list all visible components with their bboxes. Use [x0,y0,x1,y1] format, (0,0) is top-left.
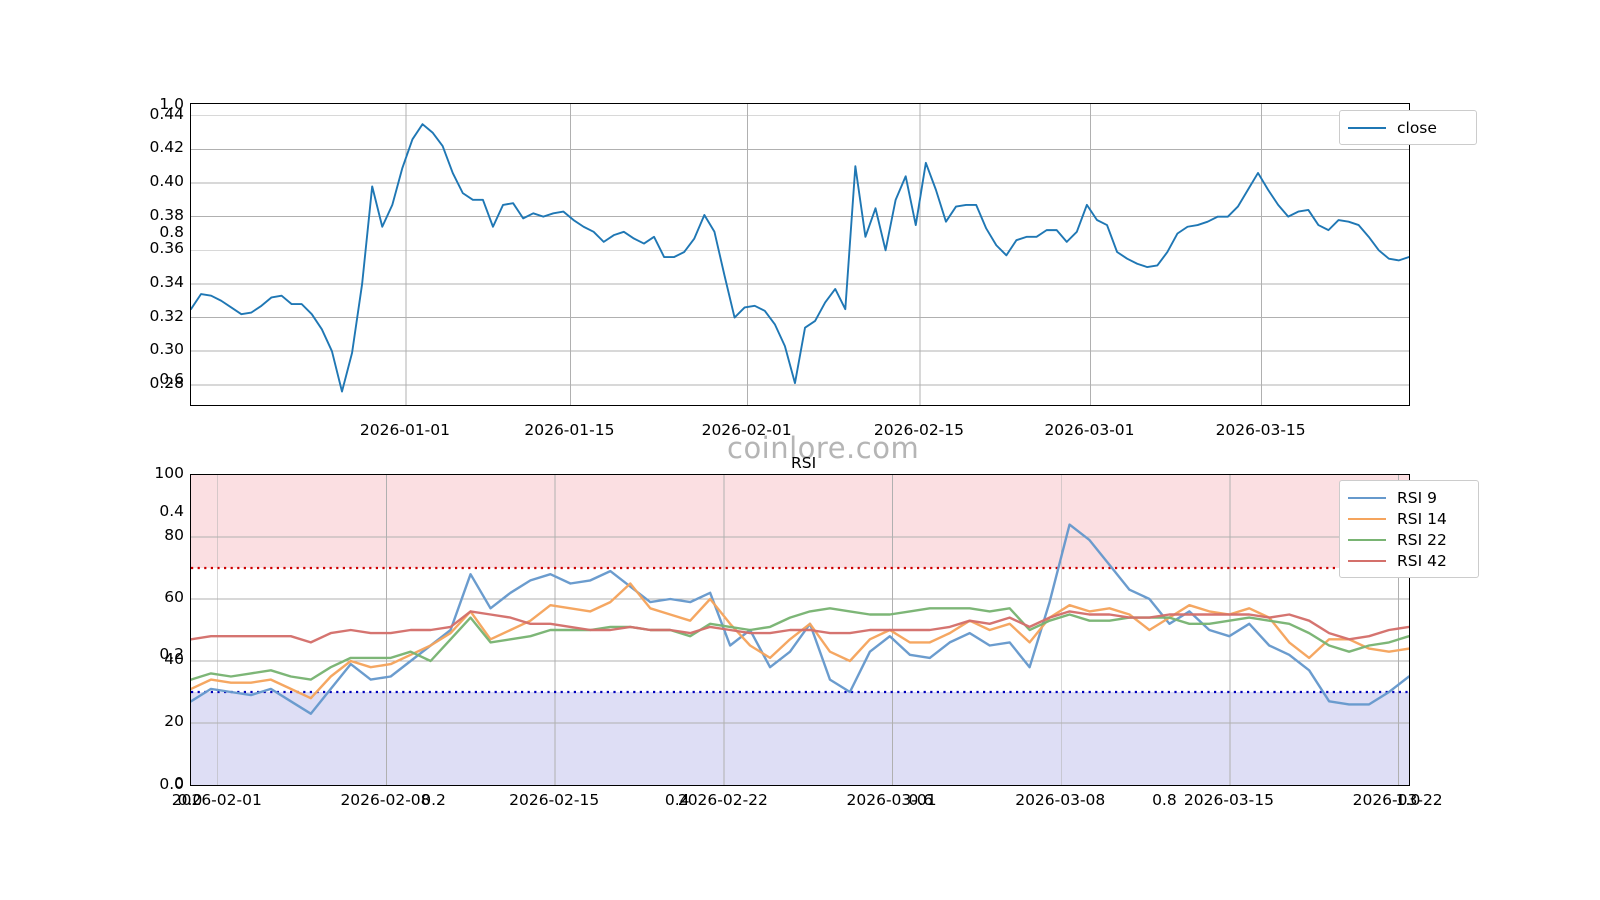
legend-swatch-line-icon [1348,538,1386,541]
price-y-tick: 0.42 [149,138,184,157]
legend-item-label: RSI 14 [1397,509,1447,528]
legend-swatch-line-icon [1348,126,1386,129]
rsi-x-tick-secondary: 1.0 [1395,791,1421,809]
price-y-tick: 0.36 [149,239,184,258]
legend-item-rsi[interactable]: RSI 9 [1348,487,1468,508]
rsi-x-tick: 2026-02-22 [677,791,768,809]
price-y-tick: 0.30 [149,340,184,359]
rsi-x-tick-secondary: 0.2 [421,791,446,809]
rsi-x-tick-secondary: 0.6 [908,791,934,809]
legend-item-close[interactable]: close [1348,117,1466,138]
price-x-tick: 2026-03-15 [1215,421,1306,439]
price-y-tick: 0.32 [149,306,184,325]
rsi-y-tick-secondary: 0.0 [159,775,184,793]
legend-item-label: RSI 9 [1397,488,1437,507]
legend-swatch-line-icon [1348,559,1386,562]
rsi-y-tick: 80 [164,526,184,544]
price-y-tick: 0.38 [149,205,184,224]
legend-item-rsi[interactable]: RSI 22 [1348,529,1468,550]
rsi-chart-axes [190,474,1410,786]
rsi-y-tick-secondary: 0.4 [159,502,184,520]
price-y-tick-secondary: 0.8 [159,223,184,241]
rsi-x-tick: 2026-02-15 [509,791,600,809]
rsi-x-tick: 2026-03-01 [846,791,937,809]
rsi-y-tick: 0 [174,774,184,792]
legend-item-rsi[interactable]: RSI 14 [1348,508,1468,529]
price-plot-area [191,104,1409,405]
rsi-y-tick: 20 [164,712,184,730]
rsi-x-tick: 2026-03-08 [1015,791,1106,809]
price-y-tick: 0.28 [149,373,184,392]
price-x-tick: 2026-03-01 [1044,421,1135,439]
rsi-plot-area [191,475,1409,785]
price-x-tick: 2026-01-01 [359,421,451,439]
rsi-x-tick-secondary: 0.8 [1152,791,1177,809]
rsi-x-tick: 2026-03-22 [1352,791,1443,809]
rsi-x-tick-secondary: 0.0 [177,791,203,809]
legend-item-rsi[interactable]: RSI 42 [1348,550,1468,571]
price-y-tick-secondary: 0.6 [159,370,184,388]
legend-swatch-line-icon [1348,517,1386,520]
price-chart-legend: close [1339,110,1477,145]
watermark-coinlore: coinlore.com [727,431,920,465]
legend-item-label: RSI 22 [1397,530,1447,549]
rsi-x-tick: 2026-02-01 [171,791,262,809]
rsi-y-tick: 40 [164,650,184,668]
rsi-chart-legend: RSI 9 RSI 14 RSI 22 RSI 42 [1339,480,1479,578]
legend-item-label: close [1397,118,1437,137]
legend-item-label: RSI 42 [1397,551,1447,570]
rsi-y-tick: 100 [154,464,184,482]
rsi-y-tick: 60 [164,588,184,606]
price-chart-axes [190,103,1410,406]
legend-swatch-line-icon [1348,496,1386,499]
price-y-tick-secondary: 1.0 [159,95,184,113]
price-y-tick: 0.34 [149,272,184,291]
price-x-tick: 2026-01-15 [524,421,615,439]
price-x-tick: 2026-02-01 [701,421,792,439]
rsi-x-tick: 2026-03-15 [1183,791,1274,809]
rsi-x-tick-secondary: 0.4 [664,791,690,809]
price-x-tick: 2026-02-15 [873,421,965,439]
price-y-tick: 0.40 [149,172,184,191]
rsi-y-tick-secondary: 0.2 [159,645,184,663]
rsi-x-tick: 2026-02-08 [340,791,431,809]
rsi-panel-title: RSI [791,454,817,472]
price-y-tick: 0.44 [149,104,184,123]
